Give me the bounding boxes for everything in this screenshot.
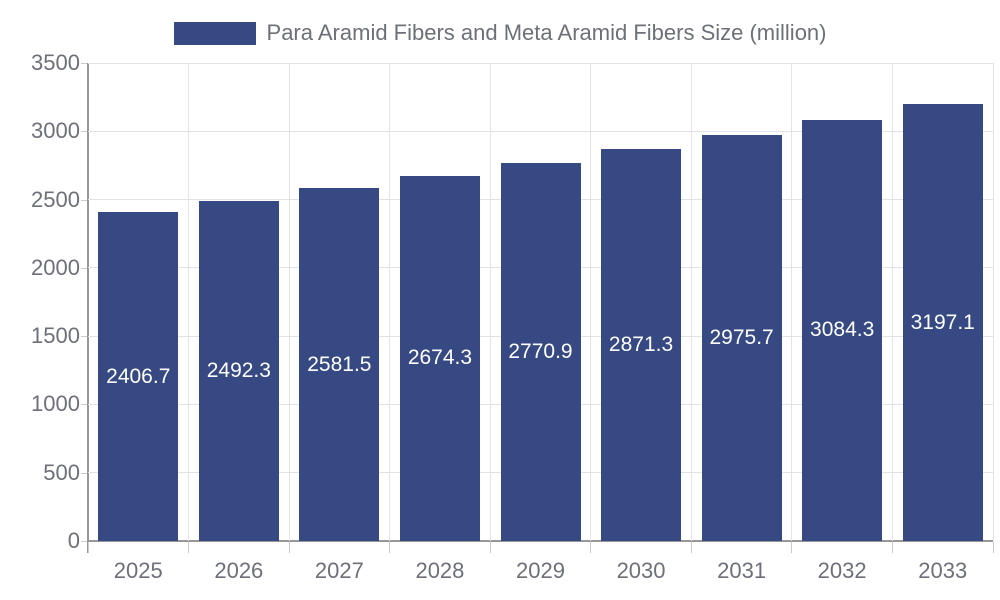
y-axis-tick <box>81 336 87 338</box>
y-axis-label: 2000 <box>31 254 80 280</box>
bar-2027[interactable]: 2581.5 <box>299 188 380 541</box>
bar-value-label: 2492.3 <box>206 358 271 382</box>
x-axis-line <box>88 540 993 542</box>
v-gridline <box>590 63 592 541</box>
h-gridline <box>88 62 993 64</box>
y-axis-label: 1000 <box>31 391 80 417</box>
x-axis-label: 2032 <box>817 558 867 583</box>
bar-2033[interactable]: 3197.1 <box>902 104 983 541</box>
v-gridline <box>690 63 692 541</box>
y-axis-line <box>87 63 89 553</box>
y-axis-tick <box>81 199 87 201</box>
bar-value-label: 3197.1 <box>910 310 975 334</box>
x-axis-label: 2031 <box>717 558 767 583</box>
bar-2029[interactable]: 2770.9 <box>500 162 581 541</box>
y-axis-label: 3000 <box>31 118 80 144</box>
v-gridline <box>891 63 893 541</box>
x-axis-label: 2033 <box>918 558 968 583</box>
y-axis-tick <box>81 404 87 406</box>
bar-value-label: 2770.9 <box>508 339 573 363</box>
legend-swatch <box>173 21 256 45</box>
y-axis-label: 2500 <box>31 186 80 212</box>
y-axis-label: 3500 <box>31 50 80 75</box>
x-axis-tick <box>288 542 290 553</box>
x-axis-tick <box>87 542 89 553</box>
x-axis-tick <box>489 542 491 553</box>
h-gridline <box>88 130 993 132</box>
y-axis-tick <box>81 267 87 269</box>
y-axis-tick <box>81 541 87 542</box>
x-axis-label: 2027 <box>314 558 364 583</box>
legend-label: Para Aramid Fibers and Meta Aramid Fiber… <box>266 20 827 45</box>
x-axis-tick <box>690 542 692 553</box>
x-axis-tick <box>188 542 190 553</box>
y-axis-label: 1500 <box>31 323 80 349</box>
v-gridline <box>489 63 491 541</box>
bar-2030[interactable]: 2871.3 <box>601 148 682 541</box>
x-axis-label: 2026 <box>214 558 264 583</box>
bar-value-label: 2581.5 <box>307 352 372 376</box>
x-axis-tick <box>389 542 391 553</box>
v-gridline <box>188 63 190 541</box>
y-axis-label: 0 <box>67 528 80 553</box>
y-axis-tick <box>81 131 87 133</box>
x-axis-tick <box>992 542 994 553</box>
bar-2031[interactable]: 2975.7 <box>701 134 782 541</box>
x-axis-tick <box>590 542 592 553</box>
x-axis-label: 2025 <box>113 558 163 583</box>
x-axis-tick <box>891 542 893 553</box>
bar-2028[interactable]: 2674.3 <box>399 175 480 541</box>
bar-2026[interactable]: 2492.3 <box>198 200 279 541</box>
v-gridline <box>992 63 994 541</box>
x-axis-label: 2029 <box>516 558 565 583</box>
x-axis-tick <box>791 542 793 553</box>
legend-item[interactable]: Para Aramid Fibers and Meta Aramid Fiber… <box>0 20 1000 46</box>
v-gridline <box>791 63 793 541</box>
bar-value-label: 2871.3 <box>608 332 674 356</box>
bar-value-label: 2406.7 <box>106 364 171 388</box>
bar-value-label: 2674.3 <box>407 346 473 370</box>
v-gridline <box>389 63 391 541</box>
x-axis-label: 2028 <box>415 558 465 583</box>
y-axis-tick <box>81 63 87 64</box>
bar-2025[interactable]: 2406.7 <box>98 212 179 541</box>
v-gridline <box>288 63 290 541</box>
y-axis-tick <box>81 472 87 474</box>
bar-value-label: 2975.7 <box>709 325 774 349</box>
bar-value-label: 3084.3 <box>810 318 875 342</box>
x-axis-label: 2030 <box>616 558 666 583</box>
plot-area: 2406.7 2492.3 2581.5 2674.3 2770.9 2871.3 2975… <box>88 62 994 541</box>
y-axis-label: 500 <box>43 459 80 485</box>
bar-2032[interactable]: 3084.3 <box>802 119 883 541</box>
